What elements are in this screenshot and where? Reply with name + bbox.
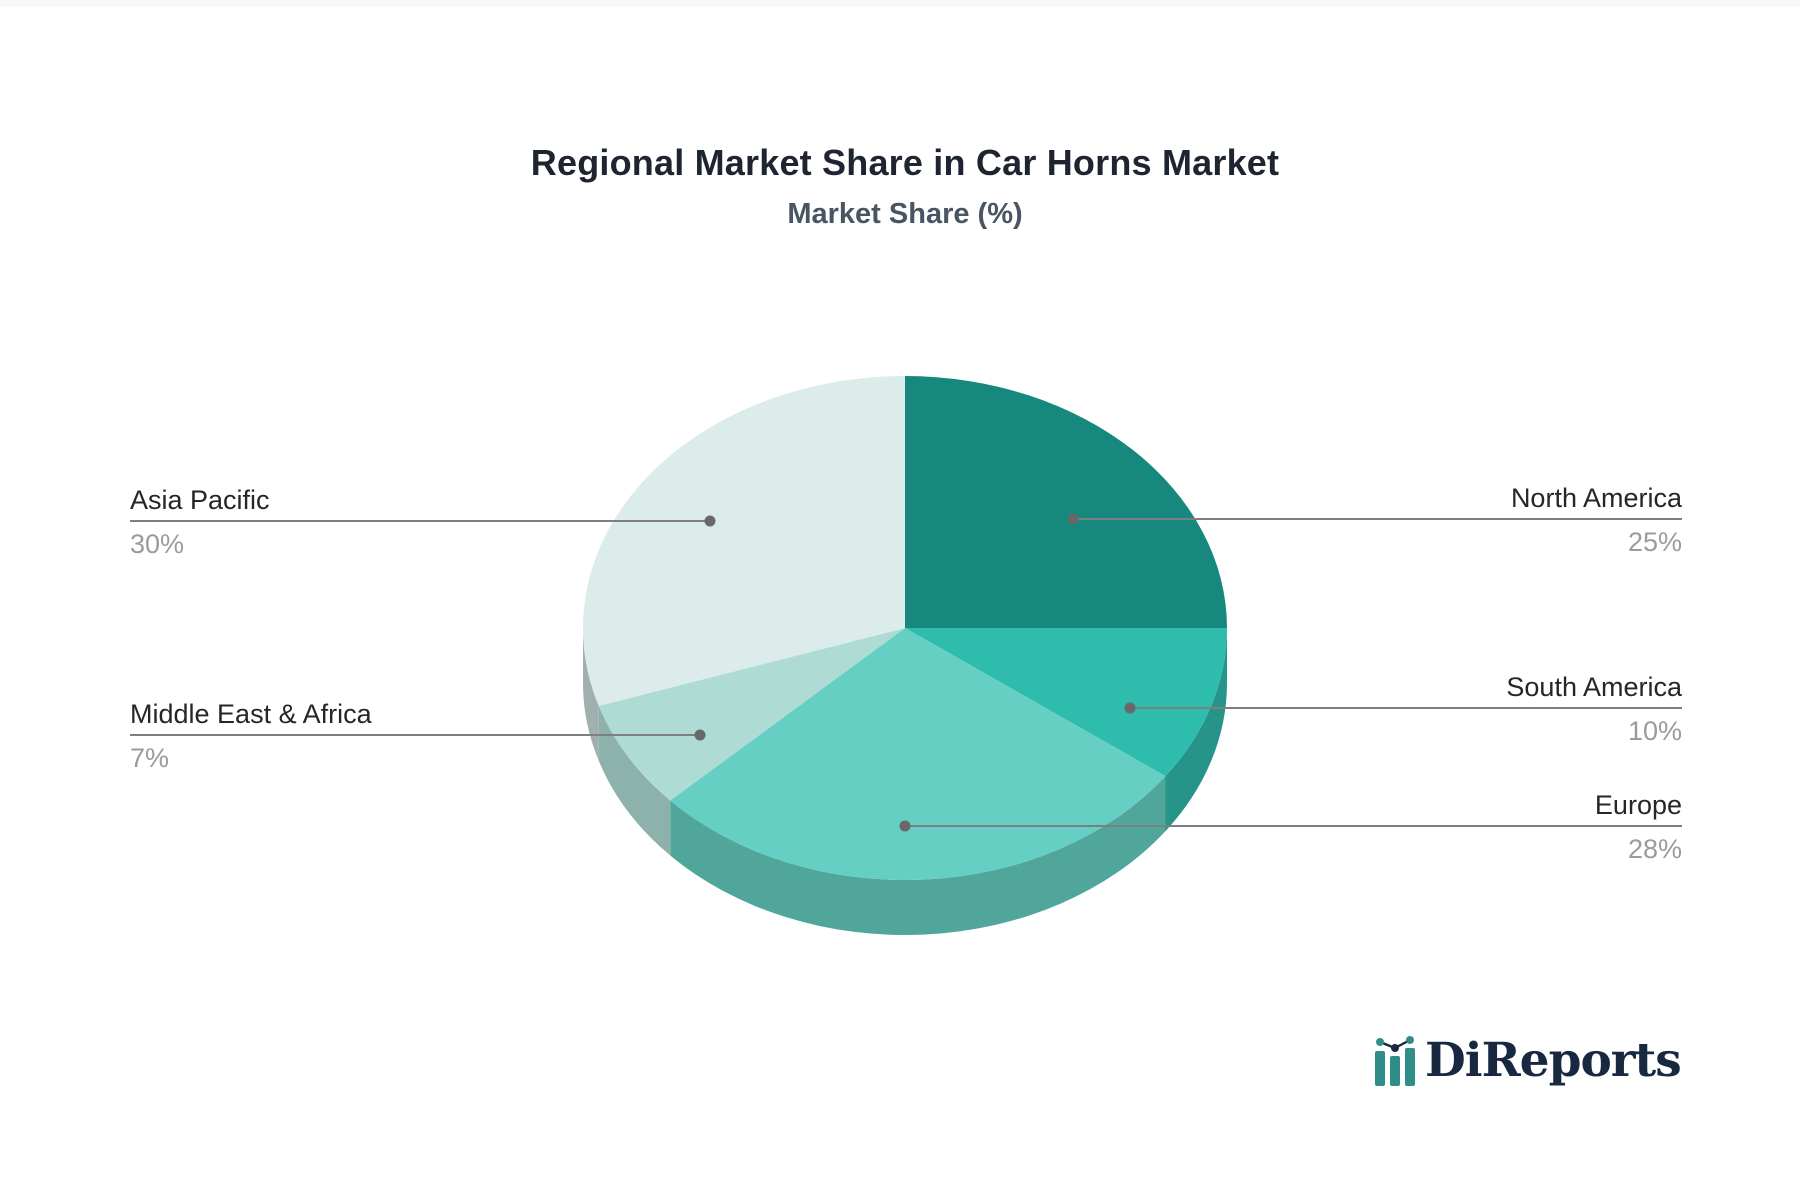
slice-label: Europe <box>1594 790 1682 820</box>
callout-north-america: North America 25% <box>1262 481 1682 559</box>
pie-slice-north-america <box>905 376 1227 628</box>
pie-slice-side-4 <box>583 628 599 761</box>
slice-value: 10% <box>1627 716 1682 746</box>
callout-europe: Europe 28% <box>1262 788 1682 866</box>
direports-logo-icon <box>1375 1036 1415 1086</box>
leader-dot <box>704 515 716 527</box>
callout-leader-lines <box>130 513 1682 832</box>
slice-value: 30% <box>130 529 185 559</box>
pie-slice-asia-pacific <box>583 376 905 706</box>
pie-slice-south-america <box>905 628 1227 777</box>
slice-value: 25% <box>1627 527 1682 557</box>
slice-label: Asia Pacific <box>130 485 270 515</box>
pie-slices <box>583 376 1227 881</box>
leader-dot <box>1124 702 1136 714</box>
slice-label: Middle East & Africa <box>130 699 372 729</box>
direports-logo: DiReports <box>1372 1033 1682 1088</box>
pie-slice-middle-east-africa <box>598 628 905 801</box>
pie-slice-side-2 <box>670 776 1166 936</box>
leader-dot <box>694 729 706 741</box>
pie-3d-walls <box>583 628 1227 936</box>
chart-subtitle: Market Share (%) <box>787 198 1023 230</box>
logo-text: DiReports <box>1425 1033 1682 1088</box>
pie-slice-side-3 <box>598 705 671 856</box>
callout-middle-east-africa: Middle East & Africa 7% <box>130 697 550 775</box>
chart-title: Regional Market Share in Car Horns Marke… <box>530 142 1280 183</box>
slice-value: 7% <box>130 743 170 773</box>
leader-dot <box>899 820 911 832</box>
callout-asia-pacific: Asia Pacific 30% <box>130 483 550 561</box>
pie-slice-side-1 <box>1165 628 1227 832</box>
pie-slice-europe <box>670 628 1166 881</box>
slice-label: North America <box>1510 483 1682 513</box>
callout-south-america: South America 10% <box>1262 670 1682 748</box>
slice-value: 28% <box>1627 834 1682 864</box>
top-strip <box>0 0 1800 6</box>
slice-label: South America <box>1506 672 1682 702</box>
leader-dot <box>1067 513 1079 525</box>
